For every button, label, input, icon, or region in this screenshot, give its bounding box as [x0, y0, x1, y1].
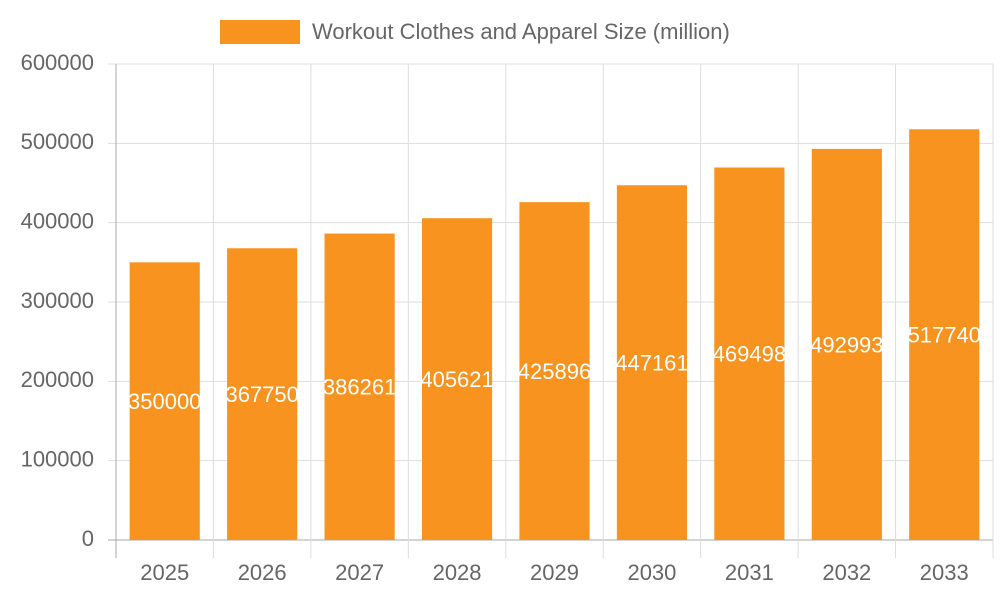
y-tick-label: 300000: [21, 288, 94, 313]
data-label: 469498: [713, 342, 786, 367]
bar: [324, 233, 395, 540]
x-tick-label: 2030: [627, 560, 676, 585]
data-label: 367750: [225, 382, 298, 407]
y-tick-label: 500000: [21, 129, 94, 154]
bar: [811, 148, 882, 541]
x-tick-label: 2032: [822, 560, 871, 585]
x-tick-label: 2033: [920, 560, 969, 585]
y-tick-label: 0: [82, 526, 94, 551]
data-label: 447161: [615, 350, 688, 375]
bar: [227, 248, 298, 541]
bar: [129, 262, 200, 540]
bar: [909, 129, 980, 541]
data-label: 492993: [810, 332, 883, 357]
x-tick-label: 2031: [725, 560, 774, 585]
x-tick-label: 2027: [335, 560, 384, 585]
data-label: 386261: [323, 375, 396, 400]
y-tick-label: 200000: [21, 367, 94, 392]
bar: [714, 167, 785, 540]
data-label: 425896: [518, 359, 591, 384]
bar: [519, 202, 590, 541]
y-tick-label: 600000: [21, 50, 94, 75]
data-label: 405621: [420, 367, 493, 392]
data-label: 517740: [908, 322, 981, 347]
data-label: 350000: [128, 389, 201, 414]
legend-label: Workout Clothes and Apparel Size (millio…: [312, 19, 730, 44]
bar: [616, 185, 688, 541]
x-tick-label: 2029: [530, 560, 579, 585]
x-tick-label: 2028: [433, 560, 482, 585]
x-tick-label: 2026: [238, 560, 287, 585]
legend-swatch: [220, 20, 300, 44]
bar: [421, 218, 493, 540]
y-tick-label: 400000: [21, 208, 94, 233]
x-tick-label: 2025: [140, 560, 189, 585]
y-tick-label: 100000: [21, 446, 94, 471]
